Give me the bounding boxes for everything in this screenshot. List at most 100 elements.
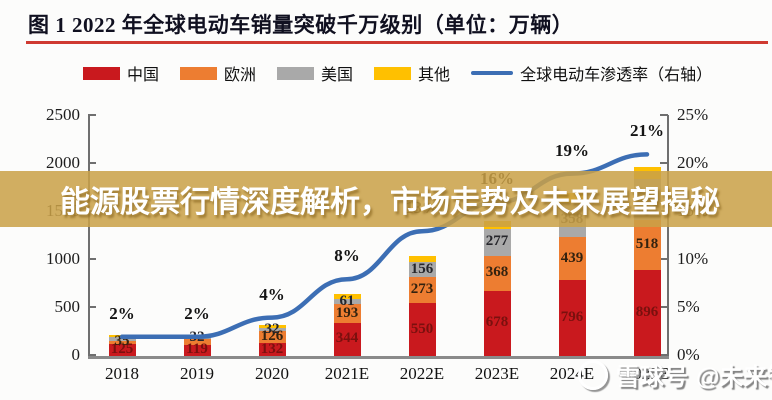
bar-segment-label: 550 bbox=[410, 320, 434, 337]
bar-segment bbox=[183, 344, 211, 356]
bar-segment-label: 156 bbox=[410, 260, 434, 277]
bar-segment bbox=[558, 279, 586, 356]
y-axis-right-tick-label: 5% bbox=[677, 297, 700, 316]
headline-text: 能源股票行情深度解析，市场走势及未来展望揭秘 bbox=[60, 186, 720, 219]
bar-segment bbox=[633, 269, 661, 356]
bar-segment bbox=[483, 228, 511, 256]
y-axis-right-tickmark bbox=[660, 258, 668, 260]
bar-segment bbox=[333, 322, 361, 356]
bar-segment bbox=[408, 256, 436, 262]
bar-segment bbox=[258, 331, 286, 344]
bar-segment bbox=[333, 304, 361, 323]
x-axis-label: 2019 bbox=[180, 364, 214, 383]
bar-segment bbox=[258, 343, 286, 356]
figure-title: 图 1 2022 年全球电动车销量突破千万级别（单位：万辆） bbox=[28, 13, 574, 37]
bar-segment bbox=[633, 220, 661, 270]
bar-segment-label: 132 bbox=[260, 340, 284, 357]
penetration-percent-label: 2% bbox=[109, 303, 135, 323]
penetration-line-icon bbox=[471, 71, 514, 75]
y-axis-right-tickmark bbox=[660, 306, 668, 308]
europe-swatch-icon bbox=[180, 66, 218, 80]
bar-segment bbox=[408, 276, 436, 304]
bar-segment bbox=[408, 303, 436, 356]
watermark-source: 雪球号 bbox=[616, 364, 688, 391]
legend-label: 其他 bbox=[418, 67, 451, 84]
bar-segment-label: 518 bbox=[635, 236, 659, 253]
y-axis-right-tickmark bbox=[660, 354, 668, 356]
bar-segment bbox=[408, 262, 436, 277]
penetration-percent-label: 4% bbox=[259, 284, 285, 304]
bar-segment bbox=[333, 298, 361, 305]
watermark-handle: @未来智库 bbox=[696, 364, 772, 391]
bar-segment-label: 277 bbox=[485, 233, 509, 250]
y-axis-right-tick-label: 10% bbox=[677, 249, 709, 268]
bar-segment bbox=[483, 290, 511, 356]
bar-segment bbox=[258, 325, 286, 329]
legend-item-china: 中国 bbox=[83, 61, 159, 85]
y-axis-right-tickmark bbox=[660, 162, 668, 164]
y-axis-tickmark bbox=[88, 258, 96, 260]
legend-item-usa: 美国 bbox=[277, 61, 353, 85]
bar-segment-label: 796 bbox=[560, 308, 584, 325]
y-axis-right-tick-label: 25% bbox=[677, 105, 709, 124]
china-swatch-icon bbox=[83, 66, 120, 80]
xueqiu-logo-icon bbox=[578, 359, 608, 390]
legend-item-penetration: 全球电动车渗透率（右轴） bbox=[471, 61, 712, 85]
bar-segment bbox=[558, 237, 586, 280]
y-axis-tick-label: 1000 bbox=[46, 249, 80, 268]
bar-segment-label: 368 bbox=[485, 264, 509, 281]
y-axis-tick-label: 2000 bbox=[46, 153, 80, 172]
y-axis-tick-label: 500 bbox=[54, 297, 81, 316]
y-axis-tick-label: 2500 bbox=[46, 105, 80, 124]
y-axis-right-tick-label: 20% bbox=[677, 153, 709, 172]
penetration-percent-label: 2% bbox=[184, 303, 210, 323]
bar-segment bbox=[258, 328, 286, 332]
bar-segment-label: 439 bbox=[560, 249, 584, 266]
legend-label: 美国 bbox=[321, 67, 354, 84]
bar-segment-label: 32 bbox=[264, 320, 280, 337]
watermark: 雪球号 @未来智库 bbox=[578, 357, 772, 392]
bar-segment-label: 193 bbox=[335, 304, 359, 321]
legend-item-europe: 欧洲 bbox=[180, 61, 256, 85]
bar-segment bbox=[108, 344, 136, 356]
title-divider bbox=[26, 41, 768, 44]
x-axis-label: 2022E bbox=[399, 364, 445, 383]
legend-label: 全球电动车渗透率（右轴） bbox=[520, 67, 713, 84]
bar-segment-label: 273 bbox=[410, 281, 434, 298]
penetration-percent-label: 19% bbox=[555, 140, 589, 160]
other-swatch-icon bbox=[374, 66, 412, 80]
legend-item-other: 其他 bbox=[374, 61, 450, 85]
y-axis-tickmark bbox=[88, 162, 96, 164]
y-axis-tickmark bbox=[88, 114, 96, 116]
bar-segment-label: 119 bbox=[186, 341, 208, 358]
x-axis-label: 2021E bbox=[324, 364, 370, 383]
x-axis bbox=[88, 356, 669, 359]
legend-label: 欧洲 bbox=[224, 67, 257, 84]
x-axis-label: 2023E bbox=[474, 364, 520, 383]
bar-segment-label: 896 bbox=[635, 303, 659, 320]
legend: 中国 欧洲 美国 其他 全球电动车渗透率（右轴） bbox=[83, 61, 712, 85]
y-axis-right-tickmark bbox=[660, 114, 668, 116]
bar-segment-label: 126 bbox=[260, 328, 284, 345]
penetration-percent-label: 8% bbox=[334, 246, 360, 266]
y-axis-left bbox=[88, 115, 90, 356]
penetration-percent-label: 21% bbox=[630, 121, 664, 141]
bar-segment bbox=[333, 293, 361, 299]
bar-segment bbox=[183, 339, 211, 345]
x-axis-label: 2020 bbox=[255, 364, 289, 383]
y-axis-tick-label: 0 bbox=[71, 345, 81, 364]
x-axis-label: 2025E bbox=[624, 364, 670, 383]
headline-overlay-banner: 能源股票行情深度解析，市场走势及未来展望揭秘 bbox=[0, 171, 772, 227]
bar-segment-label: 61 bbox=[339, 292, 355, 309]
x-axis-label: 2018 bbox=[105, 364, 139, 383]
bar-segment-label: 344 bbox=[335, 330, 359, 347]
bar-segment bbox=[483, 255, 511, 291]
bar-segment-label: 125 bbox=[110, 341, 134, 357]
y-axis-right bbox=[667, 115, 669, 356]
y-axis-right-tick-label: 0% bbox=[677, 345, 700, 364]
legend-label: 中国 bbox=[127, 67, 160, 84]
bar-segment-label: 678 bbox=[485, 314, 509, 331]
bar-segment bbox=[108, 340, 136, 344]
y-axis-tickmark bbox=[88, 306, 96, 308]
